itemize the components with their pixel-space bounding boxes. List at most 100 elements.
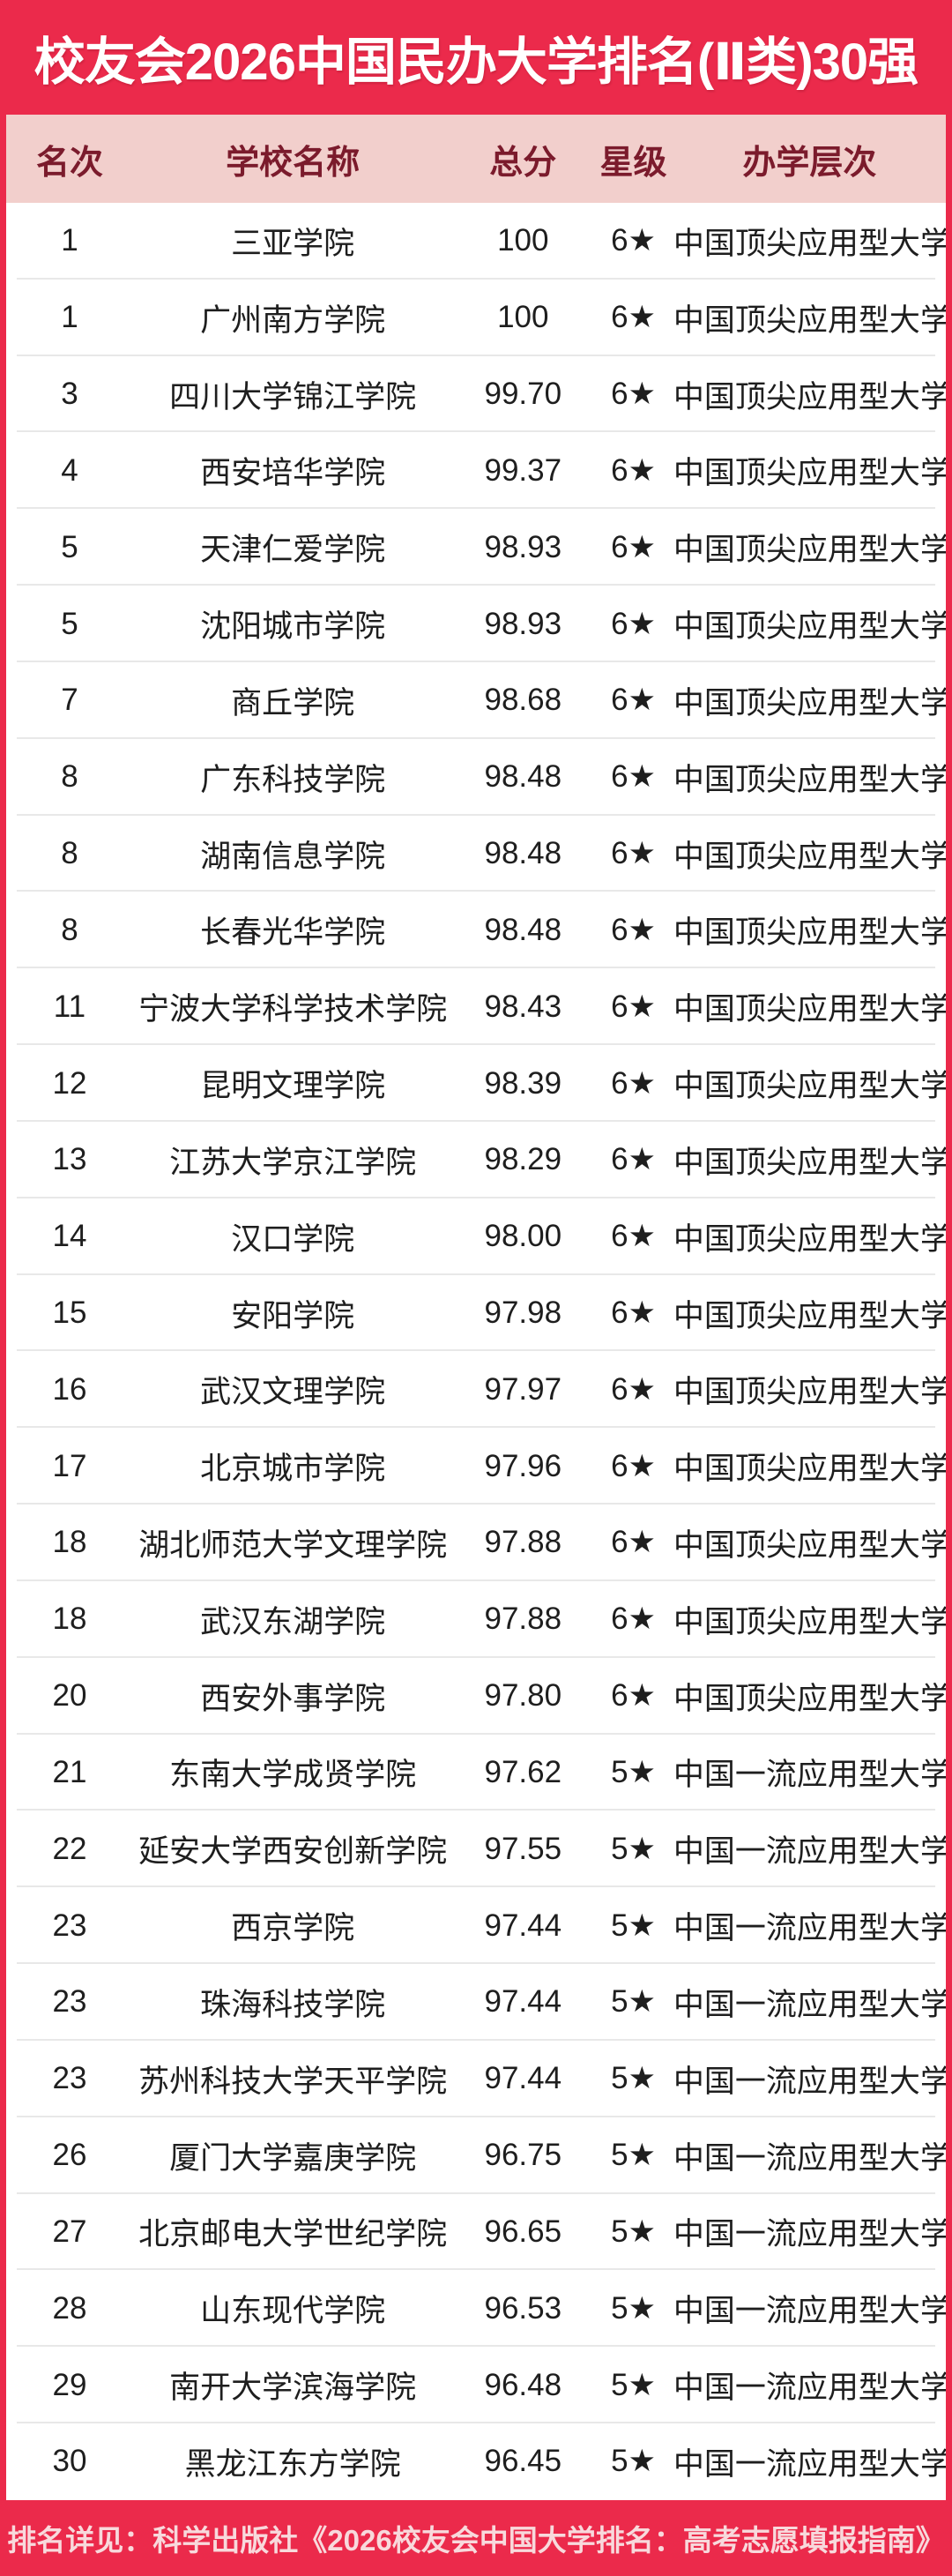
level-cell: 中国顶尖应用型大学 <box>673 762 946 797</box>
column-header-star-rating: 星级 <box>599 144 667 182</box>
school-name-cell: 黑龙江东方学院 <box>184 2446 401 2482</box>
table-row: 1 三亚学院 100 6★ 中国顶尖应用型大学 <box>6 203 946 280</box>
rank-cell: 3 <box>61 377 78 412</box>
table-row: 11 宁波大学科学技术学院 98.43 6★ 中国顶尖应用型大学 <box>6 968 946 1045</box>
rank-cell: 18 <box>52 1525 87 1560</box>
score-cell: 99.70 <box>484 377 562 412</box>
star-rating-cell: 6★ <box>611 606 656 641</box>
score-cell: 96.75 <box>484 2138 562 2173</box>
score-cell: 97.44 <box>484 2061 562 2096</box>
school-name-cell: 北京邮电大学世纪学院 <box>138 2217 448 2252</box>
score-cell: 100 <box>497 300 549 335</box>
column-header-school-name: 学校名称 <box>226 144 361 182</box>
star-rating-cell: 5★ <box>611 2444 656 2479</box>
school-name-cell: 长春光华学院 <box>200 915 386 951</box>
table-row: 22 延安大学西安创新学院 97.55 5★ 中国一流应用型大学 <box>6 1811 946 1888</box>
school-name-cell: 三亚学院 <box>231 226 355 261</box>
school-name-cell: 山东现代学院 <box>200 2294 386 2329</box>
star-rating-cell: 6★ <box>611 1371 656 1407</box>
rank-cell: 8 <box>61 759 78 795</box>
score-cell: 98.43 <box>484 989 562 1024</box>
level-cell: 中国顶尖应用型大学 <box>673 609 946 645</box>
score-cell: 96.48 <box>484 2367 562 2402</box>
rank-cell: 5 <box>61 606 78 641</box>
star-rating-cell: 6★ <box>611 452 656 488</box>
column-header-rank: 名次 <box>35 144 103 182</box>
rank-cell: 27 <box>52 2214 87 2249</box>
star-rating-cell: 6★ <box>611 377 656 412</box>
table-body: 1 三亚学院 100 6★ 中国顶尖应用型大学 1 广州南方学院 100 6★ … <box>6 203 946 2500</box>
level-cell: 中国一流应用型大学 <box>673 1758 946 1793</box>
footer-note: 排名详见：科学出版社《2026校友会中国大学排名：高考志愿填报指南》 <box>7 2524 945 2557</box>
rank-cell: 23 <box>52 1984 87 2020</box>
table-row: 28 山东现代学院 96.53 5★ 中国一流应用型大学 <box>6 2270 946 2348</box>
level-cell: 中国顶尖应用型大学 <box>673 456 946 491</box>
rank-cell: 30 <box>52 2444 87 2479</box>
rank-cell: 15 <box>52 1295 87 1330</box>
score-cell: 97.44 <box>484 1984 562 2020</box>
star-rating-cell: 6★ <box>611 989 656 1024</box>
table-row: 23 苏州科技大学天平学院 97.44 5★ 中国一流应用型大学 <box>6 2041 946 2117</box>
school-name-cell: 厦门大学嘉庚学院 <box>169 2140 417 2176</box>
school-name-cell: 西安培华学院 <box>200 456 386 491</box>
table-row: 8 长春光华学院 98.48 6★ 中国顶尖应用型大学 <box>6 892 946 969</box>
school-name-cell: 广东科技学院 <box>200 762 386 797</box>
school-name-cell: 汉口学院 <box>231 1221 355 1257</box>
score-cell: 96.45 <box>484 2444 562 2479</box>
level-cell: 中国顶尖应用型大学 <box>673 839 946 874</box>
rank-cell: 26 <box>52 2138 87 2173</box>
score-cell: 97.88 <box>484 1525 562 1560</box>
level-cell: 中国一流应用型大学 <box>673 2371 946 2406</box>
rank-cell: 23 <box>52 1908 87 1943</box>
rank-cell: 11 <box>53 989 86 1024</box>
score-cell: 98.48 <box>484 836 562 871</box>
star-rating-cell: 5★ <box>611 2061 656 2096</box>
score-cell: 97.62 <box>484 1754 562 1789</box>
score-cell: 97.98 <box>484 1295 562 1330</box>
table-row: 7 商丘学院 98.68 6★ 中国顶尖应用型大学 <box>6 662 946 739</box>
score-cell: 98.48 <box>484 912 562 947</box>
star-rating-cell: 6★ <box>611 759 656 795</box>
table-row: 8 湖南信息学院 98.48 6★ 中国顶尖应用型大学 <box>6 816 946 892</box>
star-rating-cell: 6★ <box>611 1525 656 1560</box>
school-name-cell: 珠海科技学院 <box>200 1987 386 2022</box>
rank-cell: 23 <box>52 2061 87 2096</box>
score-cell: 97.88 <box>484 1602 562 1637</box>
level-cell: 中国顶尖应用型大学 <box>673 1527 946 1563</box>
table-row: 1 广州南方学院 100 6★ 中国顶尖应用型大学 <box>6 280 946 356</box>
level-cell: 中国顶尖应用型大学 <box>673 915 946 951</box>
school-name-cell: 西安外事学院 <box>200 1681 386 1716</box>
star-rating-cell: 6★ <box>611 1602 656 1637</box>
level-cell: 中国一流应用型大学 <box>673 2446 946 2482</box>
score-cell: 98.48 <box>484 759 562 795</box>
rank-cell: 20 <box>52 1678 87 1714</box>
score-cell: 97.97 <box>484 1371 562 1407</box>
star-rating-cell: 6★ <box>611 1678 656 1714</box>
school-name-cell: 广州南方学院 <box>200 302 386 338</box>
level-cell: 中国顶尖应用型大学 <box>673 685 946 721</box>
level-cell: 中国顶尖应用型大学 <box>673 1069 946 1104</box>
school-name-cell: 宁波大学科学技术学院 <box>138 992 448 1027</box>
score-cell: 98.00 <box>484 1219 562 1254</box>
rank-cell: 21 <box>52 1754 87 1789</box>
level-cell: 中国一流应用型大学 <box>673 1911 946 1946</box>
school-name-cell: 天津仁爱学院 <box>200 533 386 568</box>
level-cell: 中国一流应用型大学 <box>673 1987 946 2022</box>
rank-cell: 13 <box>52 1142 87 1177</box>
star-rating-cell: 5★ <box>611 2138 656 2173</box>
ranking-table: 名次 学校名称 总分 星级 办学层次 1 三亚学院 100 6★ 中国顶尖应用型… <box>6 115 946 2500</box>
table-row: 15 安阳学院 97.98 6★ 中国顶尖应用型大学 <box>6 1275 946 1352</box>
rank-cell: 12 <box>52 1065 87 1101</box>
table-row: 23 西京学院 97.44 5★ 中国一流应用型大学 <box>6 1887 946 1964</box>
table-row: 4 西安培华学院 99.37 6★ 中国顶尖应用型大学 <box>6 432 946 510</box>
level-cell: 中国顶尖应用型大学 <box>673 1452 946 1487</box>
column-header-level: 办学层次 <box>742 144 877 182</box>
star-rating-cell: 5★ <box>611 2214 656 2249</box>
school-name-cell: 江苏大学京江学院 <box>169 1145 417 1180</box>
table-header-row: 名次 学校名称 总分 星级 办学层次 <box>6 115 946 203</box>
table-row: 18 武汉东湖学院 97.88 6★ 中国顶尖应用型大学 <box>6 1581 946 1658</box>
school-name-cell: 东南大学成贤学院 <box>169 1758 417 1793</box>
school-name-cell: 昆明文理学院 <box>200 1069 386 1104</box>
star-rating-cell: 5★ <box>611 2367 656 2402</box>
level-cell: 中国顶尖应用型大学 <box>673 1145 946 1180</box>
